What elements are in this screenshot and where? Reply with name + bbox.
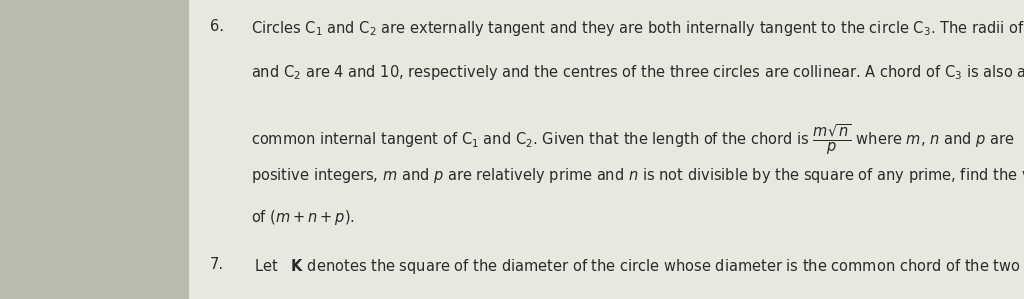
Text: of $(m + n + p)$.: of $(m + n + p)$. [251, 208, 355, 227]
Text: Circles $\mathsf{C_1}$ and $\mathsf{C_2}$ are externally tangent and they are bo: Circles $\mathsf{C_1}$ and $\mathsf{C_2}… [251, 19, 1024, 39]
Text: and $\mathsf{C_2}$ are 4 and 10, respectively and the centres of the three circl: and $\mathsf{C_2}$ are 4 and 10, respect… [251, 63, 1024, 82]
Text: positive integers, $m$ and $p$ are relatively prime and $n$ is not divisible by : positive integers, $m$ and $p$ are relat… [251, 166, 1024, 185]
Text: common internal tangent of $\mathsf{C_1}$ and $\mathsf{C_2}$. Given that the len: common internal tangent of $\mathsf{C_1}… [251, 123, 1015, 157]
Bar [189, 0, 1024, 299]
Text: Let   $\mathbf{K}$ denotes the square of the diameter of the circle whose diamet: Let $\mathbf{K}$ denotes the square of t… [254, 257, 1021, 276]
Text: 7.: 7. [210, 257, 224, 272]
Text: circles  $x^2+y^2+2x+3y+1=0$ and $x^2+y^2+4x+3y+2=0$: circles $x^2+y^2+2x+3y+1=0$ and $x^2+y^2… [295, 298, 743, 299]
Text: 6.: 6. [210, 19, 224, 34]
